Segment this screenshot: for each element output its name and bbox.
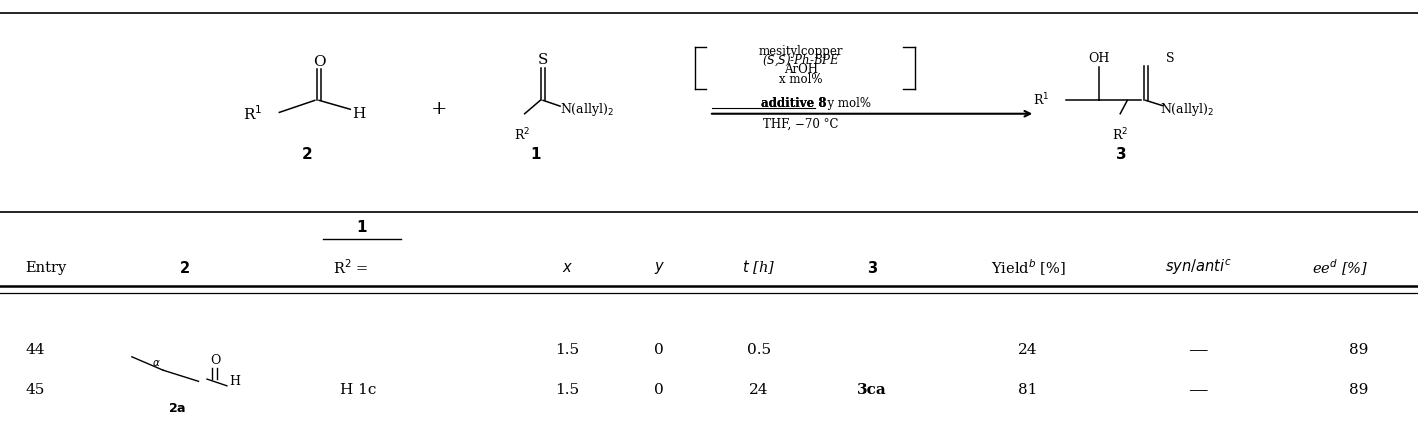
- Text: —: —: [1188, 381, 1208, 399]
- Text: S: S: [537, 53, 549, 67]
- Text: 89: 89: [1349, 383, 1368, 397]
- Text: $\mathbf{3}$: $\mathbf{3}$: [866, 260, 878, 276]
- Text: H: H: [352, 107, 364, 121]
- Text: 0.5: 0.5: [746, 343, 771, 357]
- Text: 89: 89: [1349, 343, 1368, 357]
- Text: H: H: [230, 375, 241, 388]
- Text: +: +: [431, 100, 448, 118]
- Text: —: —: [1188, 341, 1208, 359]
- Text: ee$^{d}$ [%]: ee$^{d}$ [%]: [1312, 257, 1368, 278]
- Text: $\mathbf{1}$: $\mathbf{1}$: [530, 146, 542, 162]
- Text: R$^2$: R$^2$: [1112, 127, 1129, 144]
- Text: $t$ [h]: $t$ [h]: [742, 259, 776, 277]
- Text: $\mathbf{2a}$: $\mathbf{2a}$: [169, 401, 186, 415]
- Text: 3ca: 3ca: [858, 383, 886, 397]
- Text: Yield$^{b}$ [%]: Yield$^{b}$ [%]: [991, 257, 1065, 278]
- Text: 1.5: 1.5: [554, 383, 580, 397]
- Text: N(allyl)$_2$: N(allyl)$_2$: [560, 101, 614, 118]
- Text: 45: 45: [26, 383, 45, 397]
- Text: ($S$,$S$)-Ph-BPE: ($S$,$S$)-Ph-BPE: [761, 53, 841, 68]
- Text: R$^1$: R$^1$: [242, 104, 262, 123]
- Text: additive 8: additive 8: [761, 97, 827, 110]
- Text: THF, −70 °C: THF, −70 °C: [763, 117, 839, 131]
- Text: O: O: [210, 354, 221, 367]
- Text: R$^2$: R$^2$: [513, 127, 530, 144]
- Text: Entry: Entry: [26, 260, 67, 275]
- Text: 81: 81: [1018, 383, 1038, 397]
- Text: $y$: $y$: [654, 260, 665, 276]
- Text: O: O: [313, 55, 325, 69]
- Text: mesitylcopper: mesitylcopper: [759, 45, 844, 58]
- Text: S: S: [1166, 52, 1174, 65]
- Text: N(allyl)$_2$: N(allyl)$_2$: [1160, 101, 1214, 118]
- Text: 0: 0: [655, 343, 664, 357]
- Text: $x$: $x$: [562, 260, 573, 275]
- Text: $syn/anti^{c}$: $syn/anti^{c}$: [1164, 258, 1232, 277]
- Text: y mol%: y mol%: [820, 97, 871, 110]
- Text: $\mathbf{3}$: $\mathbf{3}$: [1115, 146, 1126, 162]
- Text: R$^1$: R$^1$: [1034, 92, 1049, 109]
- Text: $\mathbf{2}$: $\mathbf{2}$: [179, 260, 190, 276]
- Text: 44: 44: [26, 343, 45, 357]
- Text: OH: OH: [1088, 52, 1110, 65]
- Text: $\alpha$: $\alpha$: [152, 359, 160, 368]
- Text: 24: 24: [1018, 343, 1038, 357]
- Text: 24: 24: [749, 383, 769, 397]
- Text: ArOH: ArOH: [784, 62, 818, 76]
- Text: R$^2$ =: R$^2$ =: [333, 258, 369, 277]
- Text: x mol%: x mol%: [780, 73, 822, 86]
- Text: $\mathbf{1}$: $\mathbf{1}$: [356, 219, 367, 235]
- Text: H 1c: H 1c: [340, 383, 377, 397]
- Text: $\mathbf{2}$: $\mathbf{2}$: [301, 146, 312, 162]
- Text: additive 8: additive 8: [761, 97, 827, 110]
- Text: 0: 0: [655, 383, 664, 397]
- Text: 1.5: 1.5: [554, 343, 580, 357]
